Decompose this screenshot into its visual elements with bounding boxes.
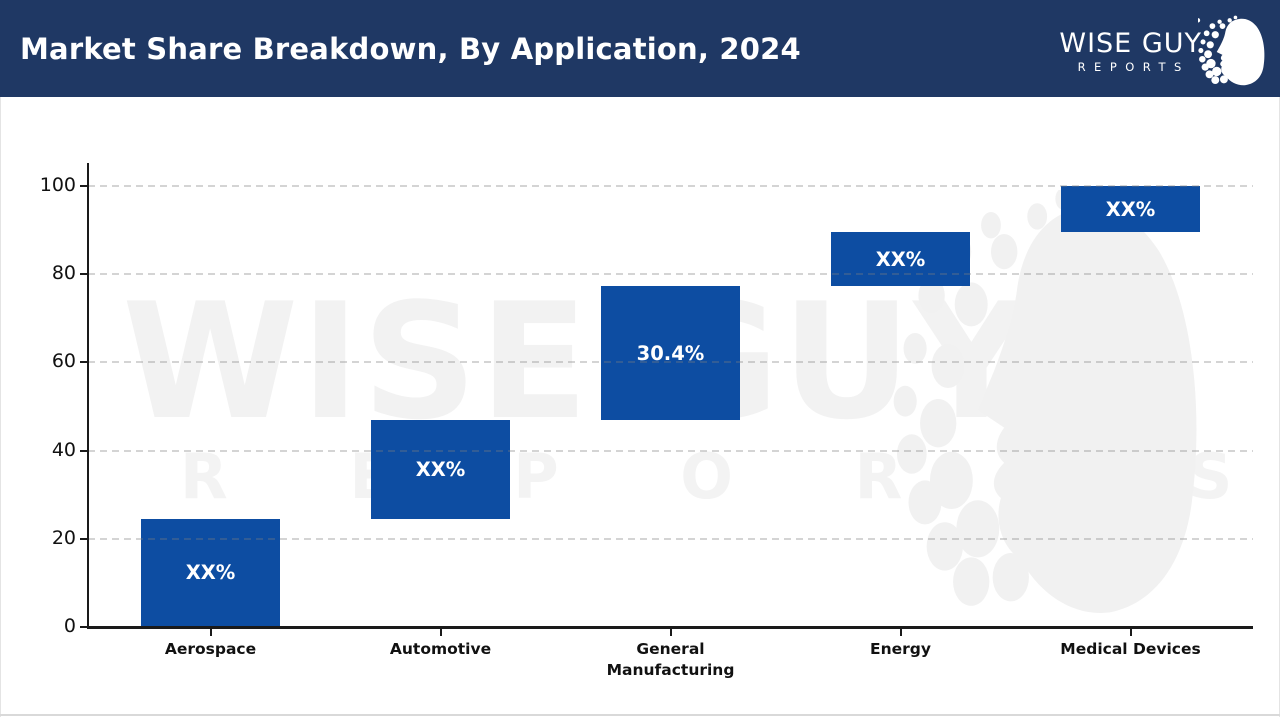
x-tick-mark xyxy=(439,628,442,636)
logo-wordmark: WISE GUY xyxy=(1059,28,1202,59)
page-left-border xyxy=(0,97,1,717)
gridline xyxy=(88,361,1253,364)
y-tick-label: 100 xyxy=(39,174,76,196)
header-bar: Market Share Breakdown, By Application, … xyxy=(0,0,1280,97)
y-tick-mark xyxy=(80,185,87,187)
x-category-label: Automotive xyxy=(389,640,492,658)
bar-value-label: 30.4% xyxy=(636,341,705,365)
x-tick-mark xyxy=(1129,628,1132,636)
y-tick-mark xyxy=(80,361,87,364)
bar-automotive: XX% xyxy=(371,420,510,519)
logo-subtitle: REPORTS xyxy=(1077,60,1190,74)
y-tick-label: 60 xyxy=(51,350,76,373)
x-category-label: General Manufacturing xyxy=(606,640,735,679)
y-axis-spine xyxy=(87,163,89,629)
y-tick-label: 20 xyxy=(51,526,76,549)
page-title: Market Share Breakdown, By Application, … xyxy=(20,31,801,66)
y-tick-mark xyxy=(80,537,87,540)
bar-energy: XX% xyxy=(831,232,970,287)
bar-value-label: XX% xyxy=(1105,197,1156,221)
bar-aerospace: XX% xyxy=(141,518,280,627)
page-bottom-border xyxy=(0,714,1280,716)
gridline xyxy=(88,449,1253,452)
gridline xyxy=(88,273,1253,276)
x-category-label: Medical Devices xyxy=(1060,640,1201,658)
y-tick-label: 80 xyxy=(51,262,76,285)
gridline xyxy=(88,537,1253,540)
y-tick-mark xyxy=(80,273,87,276)
x-tick-mark xyxy=(899,628,902,636)
y-tick-mark xyxy=(80,626,87,628)
x-category-label: Aerospace xyxy=(164,640,257,658)
y-tick-label: 40 xyxy=(51,438,76,461)
watermark-face-icon xyxy=(893,190,1197,613)
bar-general-manufacturing: 30.4% xyxy=(601,286,740,421)
watermark-wordmark: WISE GUY xyxy=(122,268,1032,455)
x-tick-mark xyxy=(209,628,212,636)
bar-medical-devices: XX% xyxy=(1061,186,1200,233)
bar-value-label: XX% xyxy=(415,458,466,482)
x-tick-mark xyxy=(669,628,672,636)
wiseguy-logo: WISE GUY REPORTS xyxy=(1004,4,1274,93)
gridline xyxy=(88,185,1253,187)
bar-value-label: XX% xyxy=(875,247,926,271)
y-tick-label: 0 xyxy=(63,615,76,637)
bar-value-label: XX% xyxy=(185,561,236,585)
wiseguy-face-icon xyxy=(1198,15,1265,86)
y-tick-mark xyxy=(80,449,87,452)
wiseguy-logo-text: WISE GUY REPORTS xyxy=(1059,30,1202,74)
x-category-label: Energy xyxy=(870,640,931,658)
x-axis-spine xyxy=(87,626,1253,629)
